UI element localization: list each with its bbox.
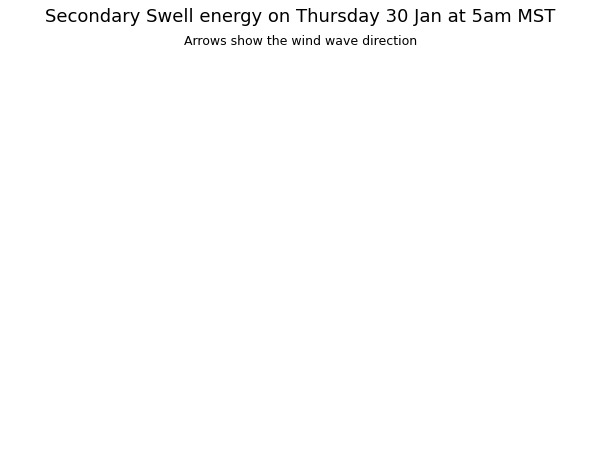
Text: Arrows show the wind wave direction: Arrows show the wind wave direction [184,35,417,48]
Text: Secondary Swell energy on Thursday 30 Jan at 5am MST: Secondary Swell energy on Thursday 30 Ja… [45,8,556,26]
Text: cartopy not available: cartopy not available [227,251,374,265]
